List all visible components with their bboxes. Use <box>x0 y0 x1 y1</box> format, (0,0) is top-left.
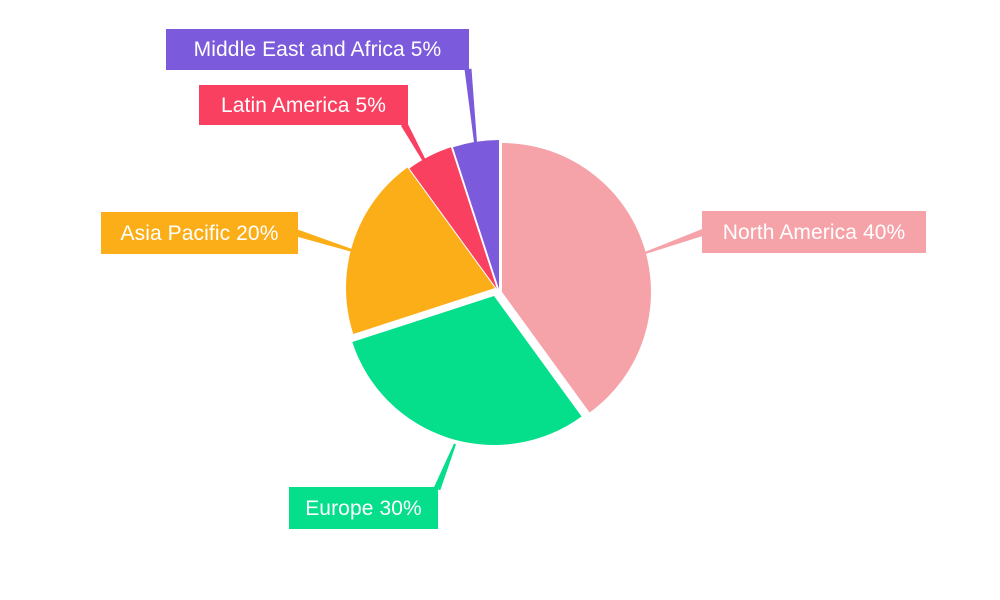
pie-label-europe[interactable]: Europe 30% <box>289 487 438 529</box>
leader-line-north-america <box>644 228 706 255</box>
pie-slice-europe[interactable] <box>352 296 582 445</box>
pie-slice-asia-pacific[interactable] <box>345 167 495 335</box>
pie-slice-middle-east-and-africa[interactable] <box>452 140 499 289</box>
pie-label-middle-east-and-africa[interactable]: Middle East and Africa 5% <box>166 29 469 70</box>
leader-line-middle-east-and-africa <box>464 68 479 158</box>
pie-label-asia-pacific[interactable]: Asia Pacific 20% <box>101 212 298 254</box>
pie-slice-latin-america[interactable] <box>409 147 497 289</box>
pie-wedge-group <box>345 140 651 445</box>
leader-line-asia-pacific <box>295 229 361 255</box>
pie-label-north-america[interactable]: North America 40% <box>702 211 926 253</box>
leader-line-europe <box>433 443 457 491</box>
pie-slice-north-america[interactable] <box>502 143 651 413</box>
pie-label-latin-america[interactable]: Latin America 5% <box>199 85 408 125</box>
leader-line-group <box>295 68 706 491</box>
leader-line-latin-america <box>400 122 431 172</box>
